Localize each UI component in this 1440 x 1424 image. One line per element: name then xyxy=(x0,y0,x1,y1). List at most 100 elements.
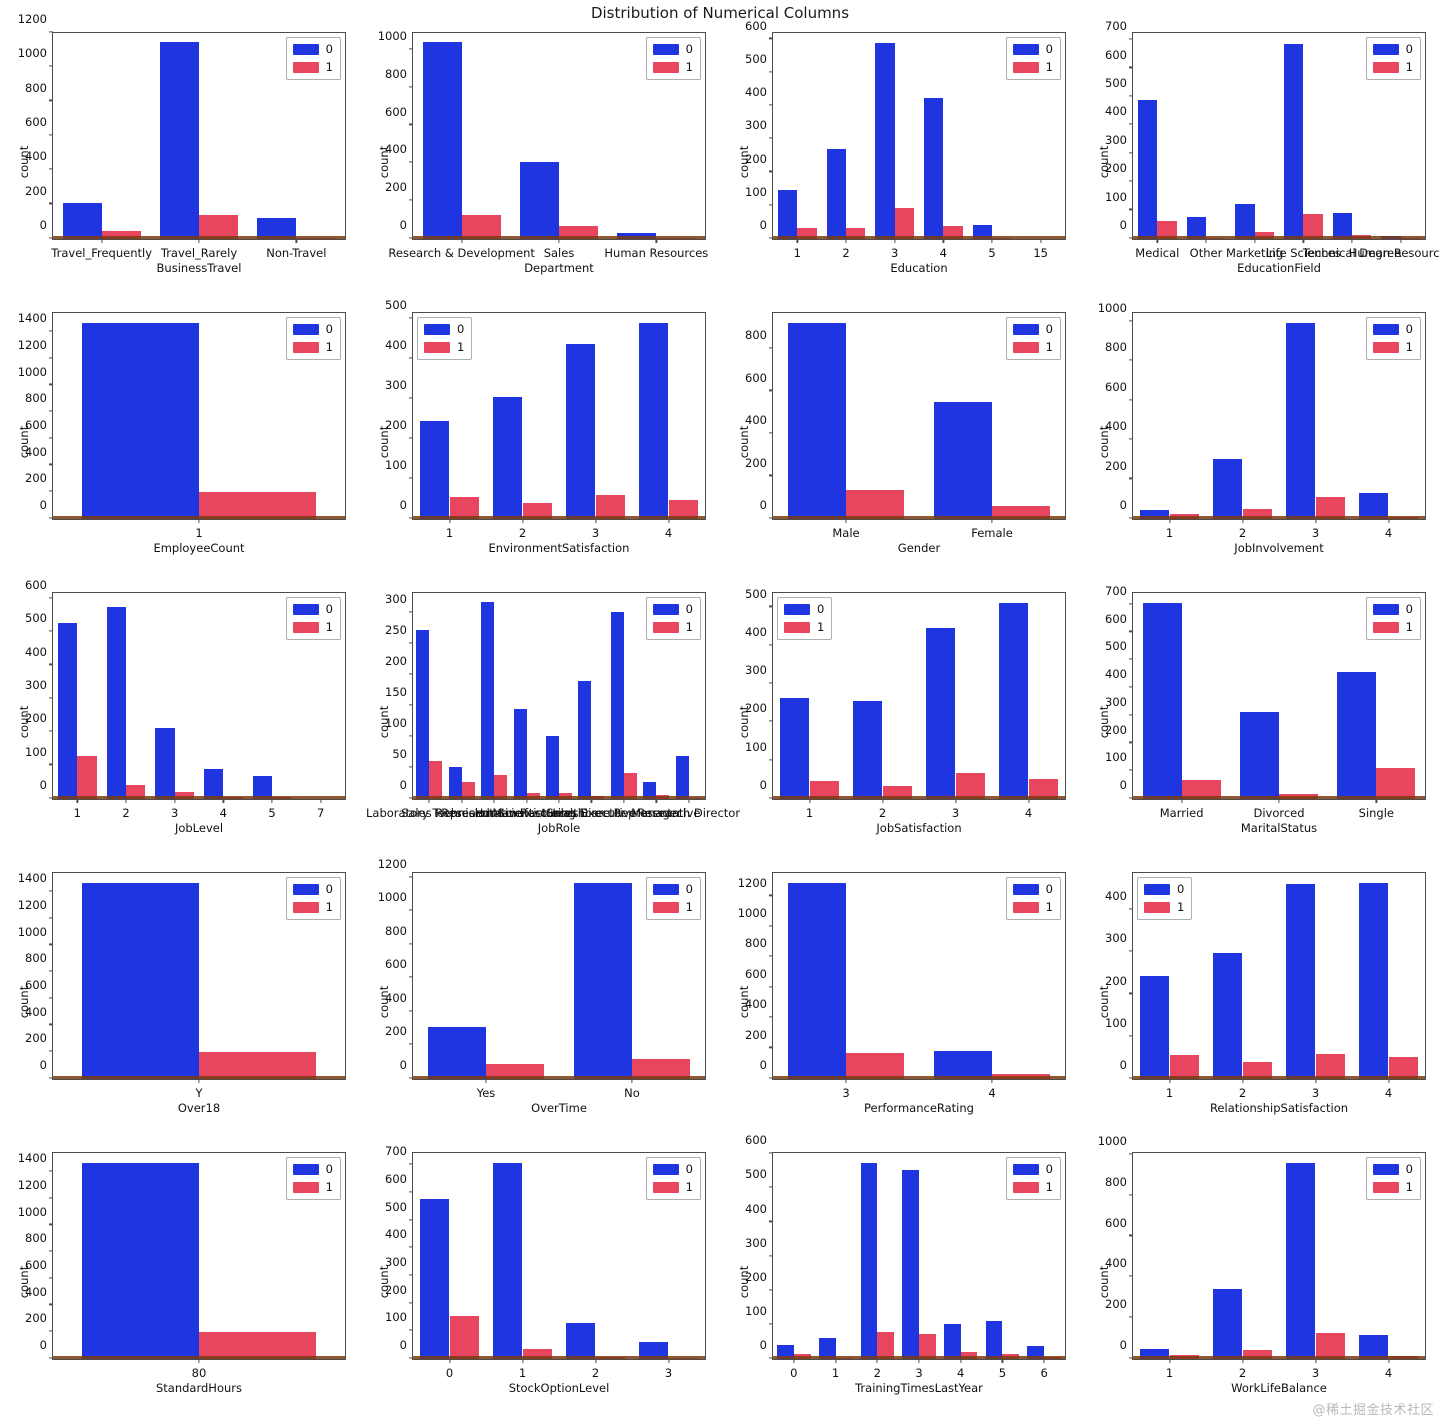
y-tick-mark xyxy=(1129,908,1133,910)
axes-maritalstatus: 0 100 200 300 400 500 600 700 0 1 Married Divorced S… xyxy=(1105,584,1426,835)
x-axis: 3 4 PerformanceRating xyxy=(773,1079,1065,1119)
legend-entry[interactable]: 1 xyxy=(1372,341,1413,354)
legend-entry[interactable]: 1 xyxy=(1012,1181,1053,1194)
x-axis-label: BusinessTravel xyxy=(156,261,242,275)
y-tick-mark xyxy=(769,432,773,434)
legend-entry[interactable]: 0 xyxy=(1012,43,1053,56)
y-tick-mark xyxy=(1129,320,1133,322)
legend-entry[interactable]: 1 xyxy=(652,621,693,634)
bar-1-no xyxy=(632,1059,691,1079)
legend-entry[interactable]: 1 xyxy=(292,1181,333,1194)
legend-entry[interactable]: 0 xyxy=(1372,603,1413,616)
y-tick-mark xyxy=(1129,208,1133,210)
legend-entry[interactable]: 0 xyxy=(784,603,824,616)
legend-entry[interactable]: 0 xyxy=(292,1163,333,1176)
y-tick-label: 500 xyxy=(745,51,767,66)
legend-entry[interactable]: 1 xyxy=(1144,901,1184,914)
legend-entry[interactable]: 0 xyxy=(292,323,333,336)
axes-educationfield: 0 100 200 300 400 500 600 700 0 1 Medical Other Mark… xyxy=(1105,19,1440,275)
legend-entry[interactable]: 1 xyxy=(1372,61,1413,74)
legend-entry[interactable]: 1 xyxy=(1012,61,1053,74)
legend-entry[interactable]: 1 xyxy=(292,341,333,354)
x-tick-mark xyxy=(271,799,273,803)
legend-entry[interactable]: 1 xyxy=(1372,621,1413,634)
axes-over18: 0 200 400 600 800 1000 1200 1400 0 1 Y Over18 xyxy=(18,871,346,1115)
y-tick-label: 200 xyxy=(745,701,767,716)
y-tick-mark xyxy=(1129,123,1133,125)
legend-entry[interactable]: 1 xyxy=(784,621,824,634)
legend-entry[interactable]: 1 xyxy=(652,61,693,74)
x-tick-label: 2 xyxy=(1238,1366,1247,1380)
legend-entry[interactable]: 0 xyxy=(1372,43,1413,56)
legend-swatch xyxy=(292,1164,319,1175)
legend-entry[interactable]: 0 xyxy=(1012,323,1053,336)
y-tick-mark xyxy=(769,955,773,957)
y-tick-label: 1400 xyxy=(17,1151,47,1166)
y-tick-label: 150 xyxy=(385,684,407,699)
y-tick-mark xyxy=(769,37,773,40)
y-tick-mark xyxy=(409,1274,413,1276)
bar-0-4 xyxy=(944,1324,961,1359)
legend-entry[interactable]: 1 xyxy=(292,901,333,914)
legend-entry[interactable]: 0 xyxy=(1372,323,1413,336)
x-tick-mark xyxy=(1314,1359,1317,1363)
legend-entry[interactable]: 1 xyxy=(292,60,333,74)
legend-entry[interactable]: 0 xyxy=(292,603,333,616)
legend-entry[interactable]: 0 xyxy=(292,43,333,56)
y-tick-mark xyxy=(49,517,53,519)
legend-entry[interactable]: 1 xyxy=(1012,341,1053,354)
bar-1-3 xyxy=(1315,1333,1345,1359)
legend-entry[interactable]: 1 xyxy=(1012,900,1053,914)
legend-entry[interactable]: 0 xyxy=(1012,1163,1053,1176)
legend-entry[interactable]: 1 xyxy=(652,901,693,914)
legend-swatch xyxy=(424,342,450,353)
y-tick-mark xyxy=(769,1289,773,1291)
legend-entry[interactable]: 0 xyxy=(652,1163,693,1176)
legend-entry[interactable]: 0 xyxy=(652,603,693,616)
y-tick-mark xyxy=(1129,686,1133,688)
bar-0-other xyxy=(1186,217,1206,239)
y-tick-mark xyxy=(769,1152,773,1154)
bar-0-4 xyxy=(1359,493,1389,519)
y-tick-mark xyxy=(49,890,53,892)
y-tick-label: 600 xyxy=(1105,1215,1127,1230)
legend-entry[interactable]: 0 xyxy=(1012,883,1053,896)
legend-entry[interactable]: 0 xyxy=(652,883,693,896)
legend-entry[interactable]: 0 xyxy=(1372,1163,1413,1176)
legend-entry[interactable]: 1 xyxy=(292,621,333,634)
legend-entry[interactable]: 0 xyxy=(652,43,693,56)
y-tick-label: 1200 xyxy=(17,338,47,352)
y-tick-mark xyxy=(1129,477,1133,479)
legend-label: 1 xyxy=(325,60,333,74)
x-axis: 1 EmployeeCount xyxy=(53,519,345,559)
y-tick-mark xyxy=(49,1223,53,1226)
legend-entry[interactable]: 0 xyxy=(292,883,333,896)
legend-entry[interactable]: 1 xyxy=(424,341,464,354)
y-tick-mark xyxy=(769,1016,773,1018)
legend-entry[interactable]: 1 xyxy=(1372,1181,1413,1194)
legend-label: 1 xyxy=(1045,900,1053,914)
legend-entry[interactable]: 1 xyxy=(652,1181,693,1194)
legend-entry[interactable]: 0 xyxy=(1144,883,1184,896)
legend-entry[interactable]: 0 xyxy=(424,323,464,336)
